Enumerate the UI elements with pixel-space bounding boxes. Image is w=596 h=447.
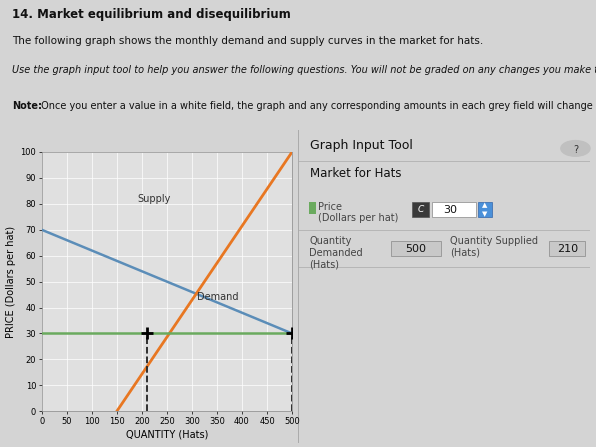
Bar — [392, 241, 441, 257]
Text: Once you enter a value in a white field, the graph and any corresponding amounts: Once you enter a value in a white field,… — [38, 101, 596, 111]
Text: ?: ? — [573, 145, 578, 155]
Text: Note:: Note: — [12, 101, 42, 111]
Bar — [309, 202, 316, 214]
Text: 500: 500 — [405, 244, 427, 254]
Text: 14. Market equilibrium and disequilibrium: 14. Market equilibrium and disequilibriu… — [12, 8, 291, 21]
Text: Graph Input Tool: Graph Input Tool — [310, 139, 412, 152]
Text: Demand: Demand — [197, 292, 238, 302]
Bar — [549, 241, 585, 257]
Text: Use the graph input tool to help you answer the following questions. You will no: Use the graph input tool to help you ans… — [12, 65, 596, 75]
Text: Quantity Supplied
(Hats): Quantity Supplied (Hats) — [450, 236, 538, 257]
X-axis label: QUANTITY (Hats): QUANTITY (Hats) — [126, 430, 208, 440]
Y-axis label: PRICE (Dollars per hat): PRICE (Dollars per hat) — [6, 226, 16, 337]
Text: ▼: ▼ — [482, 211, 488, 217]
Text: The following graph shows the monthly demand and supply curves in the market for: The following graph shows the monthly de… — [12, 36, 483, 46]
Text: 210: 210 — [557, 244, 578, 254]
Text: C: C — [418, 205, 424, 214]
Text: 30: 30 — [443, 205, 457, 215]
Text: Market for Hats: Market for Hats — [310, 167, 401, 180]
Bar — [432, 202, 476, 217]
Text: Supply: Supply — [138, 194, 171, 204]
Text: Price
(Dollars per hat): Price (Dollars per hat) — [318, 202, 399, 223]
Bar — [412, 202, 429, 217]
Circle shape — [561, 140, 590, 156]
Text: Quantity
Demanded
(Hats): Quantity Demanded (Hats) — [309, 236, 363, 269]
Bar — [478, 202, 492, 217]
Text: ▲: ▲ — [482, 202, 488, 208]
